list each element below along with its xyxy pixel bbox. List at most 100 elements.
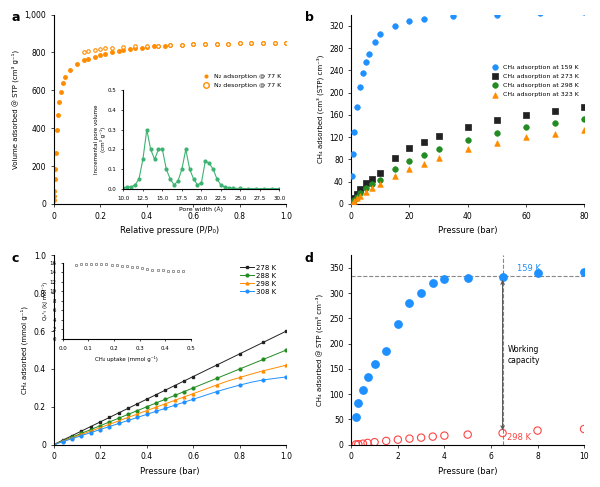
278 K [181, 378, 188, 384]
288 K [92, 425, 99, 431]
CH₄ adsorption at 159 K [355, 83, 365, 91]
308 K [64, 437, 71, 443]
278 K [124, 405, 131, 411]
Point [416, 289, 426, 297]
288 K [236, 366, 244, 372]
308 K [213, 389, 220, 394]
Point [393, 319, 403, 327]
278 K [236, 351, 244, 356]
308 K [176, 401, 183, 407]
278 K [176, 380, 183, 386]
CH₄ adsorption at 323 K [390, 172, 400, 180]
288 K [157, 398, 164, 404]
Point [416, 434, 426, 442]
CH₄ adsorption at 298 K [349, 196, 359, 204]
CH₄ adsorption at 273 K [434, 132, 443, 140]
278 K [97, 419, 104, 425]
298 K [50, 442, 57, 448]
CH₄ adsorption at 159 K [361, 58, 371, 66]
278 K [143, 396, 150, 402]
278 K [161, 387, 169, 393]
298 K [213, 382, 220, 388]
CH₄ adsorption at 323 K [463, 146, 472, 153]
308 K [73, 434, 80, 440]
298 K [271, 365, 278, 371]
CH₄ adsorption at 323 K [521, 133, 530, 141]
288 K [97, 423, 104, 429]
308 K [55, 440, 62, 446]
CH₄ adsorption at 273 K [419, 138, 429, 146]
CH₄ adsorption at 273 K [579, 103, 589, 111]
288 K [152, 400, 160, 406]
298 K [283, 362, 290, 368]
Point [351, 413, 361, 421]
Legend: CH₄ adsorption at 159 K, CH₄ adsorption at 273 K, CH₄ adsorption at 298 K, CH₄ a: CH₄ adsorption at 159 K, CH₄ adsorption … [487, 63, 581, 99]
298 K [148, 406, 155, 412]
308 K [92, 428, 99, 434]
Point [382, 437, 391, 445]
CH₄ adsorption at 159 K [352, 103, 362, 111]
288 K [181, 389, 188, 394]
Legend: N₂ adsorption @ 77 K, N₂ desorption @ 77 K: N₂ adsorption @ 77 K, N₂ desorption @ 77… [198, 72, 283, 90]
CH₄ adsorption at 159 K [419, 15, 429, 22]
298 K [110, 420, 118, 426]
278 K [259, 339, 266, 345]
Point [463, 274, 472, 282]
CH₄ adsorption at 323 K [355, 192, 365, 200]
278 K [78, 428, 85, 434]
278 K [106, 414, 113, 420]
298 K [190, 391, 197, 396]
308 K [59, 439, 67, 445]
Point [351, 441, 361, 449]
Point [533, 427, 542, 434]
CH₄ adsorption at 323 K [376, 181, 385, 188]
308 K [171, 402, 178, 408]
308 K [190, 396, 197, 402]
CH₄ adsorption at 159 K [358, 69, 368, 77]
CH₄ adsorption at 273 K [349, 194, 359, 202]
278 K [68, 432, 76, 438]
X-axis label: Pressure (bar): Pressure (bar) [140, 467, 200, 476]
298 K [120, 416, 127, 422]
278 K [73, 431, 80, 436]
Text: d: d [305, 252, 314, 264]
Y-axis label: CH₄ adsorbed @ STP (cm³ cm⁻³): CH₄ adsorbed @ STP (cm³ cm⁻³) [316, 294, 323, 406]
Point [363, 373, 373, 380]
298 K [259, 368, 266, 374]
CH₄ adsorption at 273 K [367, 176, 376, 184]
288 K [55, 440, 62, 446]
Point [440, 275, 449, 283]
Point [498, 429, 508, 437]
288 K [64, 436, 71, 442]
CH₄ adsorption at 298 K [355, 189, 365, 197]
288 K [134, 408, 141, 413]
Point [498, 273, 508, 281]
308 K [185, 398, 192, 404]
308 K [110, 422, 118, 428]
CH₄ adsorption at 298 K [367, 181, 376, 188]
CH₄ adsorption at 298 K [492, 129, 502, 136]
298 K [78, 431, 85, 437]
Y-axis label: Volume adsorbed @ STP (cm³ g⁻¹): Volume adsorbed @ STP (cm³ g⁻¹) [11, 50, 19, 169]
Text: b: b [305, 11, 314, 24]
CH₄ adsorption at 298 K [348, 198, 358, 206]
298 K [139, 410, 146, 415]
CH₄ adsorption at 323 K [352, 194, 362, 202]
288 K [106, 419, 113, 425]
308 K [152, 409, 160, 414]
308 K [120, 419, 127, 425]
CH₄ adsorption at 159 K [492, 11, 502, 19]
308 K [157, 407, 164, 413]
308 K [271, 375, 278, 381]
308 K [115, 421, 122, 427]
CH₄ adsorption at 323 K [349, 197, 359, 205]
308 K [201, 393, 208, 398]
308 K [97, 427, 104, 432]
CH₄ adsorption at 298 K [521, 123, 530, 131]
278 K [115, 410, 122, 416]
298 K [201, 387, 208, 393]
288 K [176, 391, 183, 396]
308 K [224, 385, 232, 391]
278 K [271, 334, 278, 339]
CH₄ adsorption at 159 K [376, 30, 385, 38]
